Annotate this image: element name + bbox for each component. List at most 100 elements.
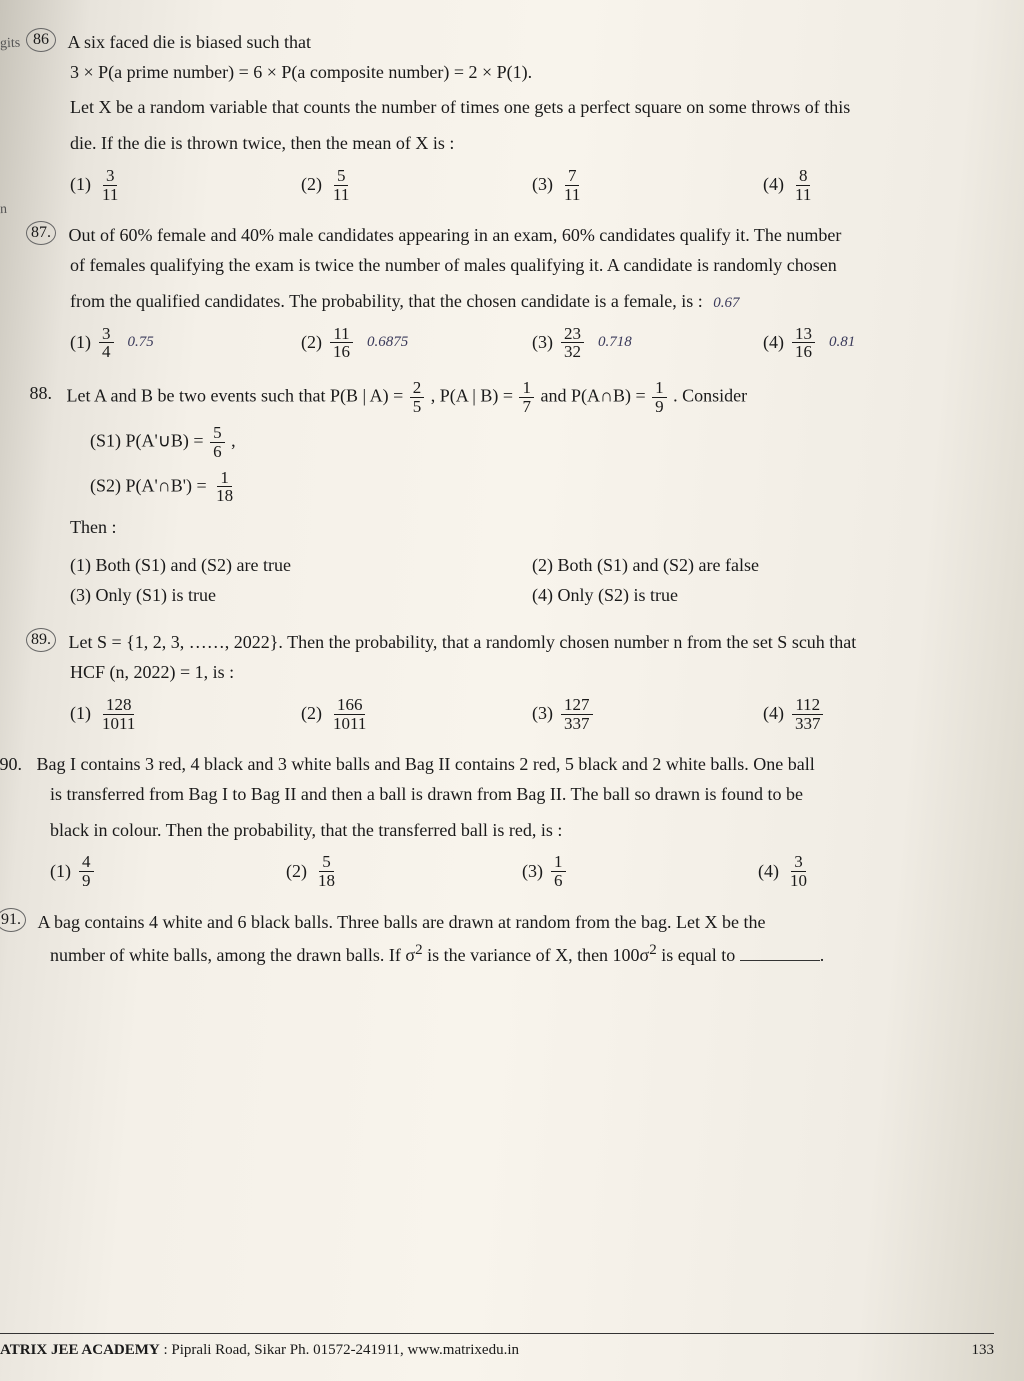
fraction: 112337 (792, 696, 824, 733)
opt-label: (1) (50, 857, 71, 887)
question-91: 91. A bag contains 4 white and 6 black b… (50, 908, 994, 970)
opt-label: (2) (301, 170, 322, 200)
opt-label: (2) (286, 857, 307, 887)
opt-label: (3) (532, 170, 553, 200)
q90-opt-3: (3) 16 (522, 853, 758, 890)
opt-label: (1) (70, 699, 91, 729)
q90-l3: black in colour. Then the probability, t… (50, 816, 994, 846)
opt-label: (2) (301, 699, 322, 729)
q89-opt-4: (4) 112337 (763, 696, 994, 733)
qnum-86: 86 (26, 28, 56, 52)
fraction: 16 (551, 853, 566, 890)
q88-opt-4: (4) Only (S2) is true (532, 581, 994, 611)
q86-options: (1) 311 (2) 511 (3) 711 (4) 811 (70, 167, 994, 204)
q88-opt-2: (2) Both (S1) and (S2) are false (532, 551, 994, 581)
fraction: 518 (315, 853, 338, 890)
pba-lhs: P(B | A) = (330, 386, 403, 406)
q91-l2: number of white balls, among the drawn b… (50, 938, 994, 971)
question-87: 87. Out of 60% female and 40% male candi… (70, 221, 994, 361)
opt-label: (4) (763, 699, 784, 729)
fraction: 1661011 (330, 696, 369, 733)
q87-options: (1) 34 0.75 (2) 1116 0.6875 (3) 2332 0.7… (70, 325, 994, 362)
q88-lead: Let A and B be two events such that (67, 386, 326, 406)
q89-opt-3: (3) 127337 (532, 696, 763, 733)
qnum-89: 89. (26, 628, 56, 652)
fraction: 1116 (330, 325, 353, 362)
fraction: 56 (210, 424, 225, 461)
fraction: 34 (99, 325, 114, 362)
q89-l1: Let S = {1, 2, 3, ……, 2022}. Then the pr… (69, 632, 857, 652)
q88-opt-3: (3) Only (S1) is true (70, 581, 532, 611)
q89-l2: HCF (n, 2022) = 1, is : (70, 658, 994, 688)
fraction: 310 (787, 853, 810, 890)
q88-s2: (S2) P(A'∩B') = 118 (90, 469, 994, 506)
q87-opt-2: (2) 1116 0.6875 (301, 325, 532, 362)
q88-options: (1) Both (S1) and (S2) are true (2) Both… (70, 551, 994, 610)
handwriting: 0.718 (598, 330, 632, 355)
edge-tab-1: gits (0, 32, 21, 56)
handwriting: 0.81 (829, 330, 855, 355)
q86-opt-4: (4) 811 (763, 167, 994, 204)
fraction: 25 (410, 379, 425, 416)
footer-page: 133 (972, 1338, 995, 1363)
q86-l4: die. If the die is thrown twice, then th… (70, 129, 994, 159)
fraction: 1281011 (99, 696, 138, 733)
opt-label: (1) (70, 170, 91, 200)
question-86: 86 A six faced die is biased such that 3… (70, 28, 994, 203)
opt-label: (1) (70, 328, 91, 358)
fraction: 711 (561, 167, 583, 204)
handwriting: 0.6875 (367, 330, 408, 355)
q87-l3: from the qualified candidates. The proba… (70, 287, 994, 317)
qnum-91: 91. (0, 908, 26, 932)
qnum-88: 88. (22, 379, 62, 409)
page-footer: ATRIX JEE ACADEMY : Piprali Road, Sikar … (0, 1333, 994, 1363)
fraction: 49 (79, 853, 94, 890)
q86-l2: 3 × P(a prime number) = 6 × P(a composit… (70, 58, 994, 88)
superscript: 2 (415, 942, 423, 958)
fraction: 2332 (561, 325, 584, 362)
footer-left: ATRIX JEE ACADEMY : Piprali Road, Sikar … (0, 1338, 519, 1363)
q88-then: Then : (70, 513, 994, 543)
fraction: 311 (99, 167, 121, 204)
q89-opt-2: (2) 1661011 (301, 696, 532, 733)
q86-opt-3: (3) 711 (532, 167, 763, 204)
fraction: 19 (652, 379, 667, 416)
pand-lhs: and P(A∩B) = (540, 386, 645, 406)
footer-rest: : Piprali Road, Sikar Ph. 01572-241911, … (160, 1342, 519, 1358)
pab-lhs: , P(A | B) = (431, 386, 513, 406)
opt-label: (2) (301, 328, 322, 358)
fraction: 17 (519, 379, 534, 416)
q88-tail: . Consider (673, 386, 747, 406)
q87-l2: of females qualifying the exam is twice … (70, 251, 994, 281)
q90-options: (1) 49 (2) 518 (3) 16 (4) 310 (50, 853, 994, 890)
q86-l3: Let X be a random variable that counts t… (70, 93, 994, 123)
q87-opt-1: (1) 34 0.75 (70, 325, 301, 362)
opt-label: (4) (763, 170, 784, 200)
fraction: 1316 (792, 325, 815, 362)
opt-label: (4) (763, 328, 784, 358)
opt-label: (3) (532, 699, 553, 729)
q90-opt-1: (1) 49 (50, 853, 286, 890)
opt-label: (3) (532, 328, 553, 358)
q91-l1: A bag contains 4 white and 6 black balls… (38, 912, 766, 932)
q88-s1: (S1) P(A'∪B) = 56 , (90, 424, 994, 461)
handwriting: 0.75 (128, 330, 154, 355)
q86-opt-2: (2) 511 (301, 167, 532, 204)
qnum-87: 87. (26, 221, 56, 245)
q89-opt-1: (1) 1281011 (70, 696, 301, 733)
footer-brand: ATRIX JEE ACADEMY (0, 1342, 160, 1358)
question-90: 90. Bag I contains 3 red, 4 black and 3 … (50, 750, 994, 890)
q86-opt-1: (1) 311 (70, 167, 301, 204)
question-89: 89. Let S = {1, 2, 3, ……, 2022}. Then th… (70, 628, 994, 732)
q90-l2: is transferred from Bag I to Bag II and … (50, 780, 994, 810)
opt-label: (3) (522, 857, 543, 887)
fraction: 511 (330, 167, 352, 204)
fraction: 127337 (561, 696, 593, 733)
q87-l1: Out of 60% female and 40% male candidate… (69, 225, 842, 245)
opt-label: (4) (758, 857, 779, 887)
q87-opt-4: (4) 1316 0.81 (763, 325, 994, 362)
q89-options: (1) 1281011 (2) 1661011 (3) 127337 (4) 1… (70, 696, 994, 733)
fill-blank (740, 943, 820, 961)
page: gits n 86 A six faced die is biased such… (70, 28, 994, 971)
edge-tab-2: n (0, 198, 7, 221)
